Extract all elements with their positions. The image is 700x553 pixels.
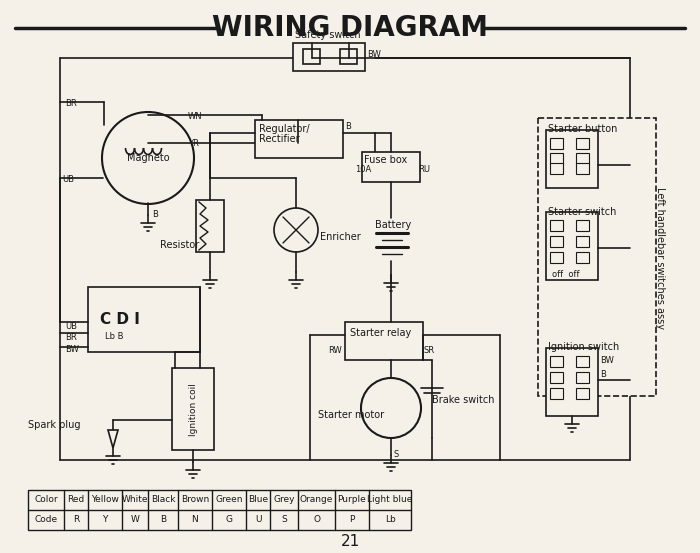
Bar (340, 49, 357, 64)
Bar (255, 120, 343, 158)
Text: Lb: Lb (384, 515, 395, 524)
Bar (196, 200, 224, 252)
Text: 10A: 10A (355, 165, 371, 174)
Text: RW: RW (328, 346, 342, 355)
Bar (546, 348, 598, 416)
Text: Light blue: Light blue (368, 495, 413, 504)
Text: Rectifier: Rectifier (259, 134, 300, 144)
Text: White: White (122, 495, 148, 504)
Bar (303, 49, 320, 64)
Text: O: O (313, 515, 320, 524)
Polygon shape (108, 430, 118, 448)
Text: B: B (345, 122, 351, 131)
Text: Brown: Brown (181, 495, 209, 504)
Text: B: B (152, 210, 158, 219)
Text: WN: WN (188, 112, 202, 121)
Bar (550, 372, 563, 383)
Text: Blue: Blue (248, 495, 268, 504)
Bar (576, 372, 589, 383)
Bar (88, 287, 200, 352)
Bar (550, 153, 563, 164)
Text: Black: Black (150, 495, 175, 504)
Text: N: N (192, 515, 198, 524)
Text: B: B (600, 370, 606, 379)
Text: BW: BW (367, 50, 381, 59)
Bar (550, 356, 563, 367)
Text: Y: Y (102, 515, 108, 524)
Text: G: G (225, 515, 232, 524)
Bar (538, 118, 656, 396)
Text: Fuse box: Fuse box (364, 155, 407, 165)
Bar (550, 220, 563, 231)
Text: Regulator/: Regulator/ (259, 124, 309, 134)
Text: Resistor: Resistor (160, 240, 200, 250)
Text: S: S (281, 515, 287, 524)
Text: R: R (73, 515, 79, 524)
Text: UB: UB (65, 322, 77, 331)
Text: Starter relay: Starter relay (350, 328, 412, 338)
Text: Code: Code (34, 515, 57, 524)
Bar (550, 138, 563, 149)
Text: BR: BR (65, 333, 77, 342)
Bar (576, 138, 589, 149)
Bar (293, 43, 365, 71)
Text: Yellow: Yellow (91, 495, 119, 504)
Text: Ignition switch: Ignition switch (548, 342, 620, 352)
Bar (550, 252, 563, 263)
Text: 21: 21 (340, 535, 360, 550)
Text: SR: SR (424, 346, 435, 355)
Bar (546, 212, 598, 280)
Text: BW: BW (65, 345, 79, 354)
Text: P: P (349, 515, 355, 524)
Text: BR: BR (65, 99, 77, 108)
Bar (576, 236, 589, 247)
Bar (345, 322, 423, 360)
Bar (576, 388, 589, 399)
Text: RU: RU (418, 165, 430, 174)
Text: off  off: off off (552, 270, 580, 279)
Text: Safety switch: Safety switch (295, 30, 360, 40)
Text: Purple: Purple (337, 495, 366, 504)
Text: Starter switch: Starter switch (548, 207, 617, 217)
Text: Enricher: Enricher (320, 232, 360, 242)
Text: Green: Green (216, 495, 243, 504)
Text: Battery: Battery (375, 220, 412, 230)
Text: U: U (255, 515, 261, 524)
Bar (576, 163, 589, 174)
Bar (362, 152, 420, 182)
Text: Ignition coil: Ignition coil (188, 384, 197, 436)
Text: WIRING DIAGRAM: WIRING DIAGRAM (212, 14, 488, 42)
Text: Color: Color (34, 495, 58, 504)
Text: Left handlebar switches assy: Left handlebar switches assy (655, 187, 665, 329)
Text: Grey: Grey (273, 495, 295, 504)
Text: Starter button: Starter button (548, 124, 617, 134)
Bar (550, 236, 563, 247)
Text: Lb B: Lb B (105, 332, 123, 341)
Bar (546, 130, 598, 188)
Text: Brake switch: Brake switch (432, 395, 494, 405)
Bar (576, 356, 589, 367)
Bar (172, 368, 214, 450)
Bar (576, 153, 589, 164)
Bar (28, 490, 411, 530)
Bar (576, 220, 589, 231)
Text: UB: UB (62, 175, 74, 184)
Text: BW: BW (600, 356, 614, 365)
Text: Starter motor: Starter motor (318, 410, 384, 420)
Bar (550, 388, 563, 399)
Bar (550, 163, 563, 174)
Text: Magneto: Magneto (127, 153, 169, 163)
Text: W: W (131, 515, 139, 524)
Bar (576, 252, 589, 263)
Text: Orange: Orange (300, 495, 333, 504)
Text: S: S (394, 450, 399, 459)
Text: Spark plug: Spark plug (28, 420, 80, 430)
Text: C D I: C D I (100, 312, 140, 327)
Text: YR: YR (188, 139, 199, 148)
Text: B: B (160, 515, 166, 524)
Text: Red: Red (67, 495, 85, 504)
